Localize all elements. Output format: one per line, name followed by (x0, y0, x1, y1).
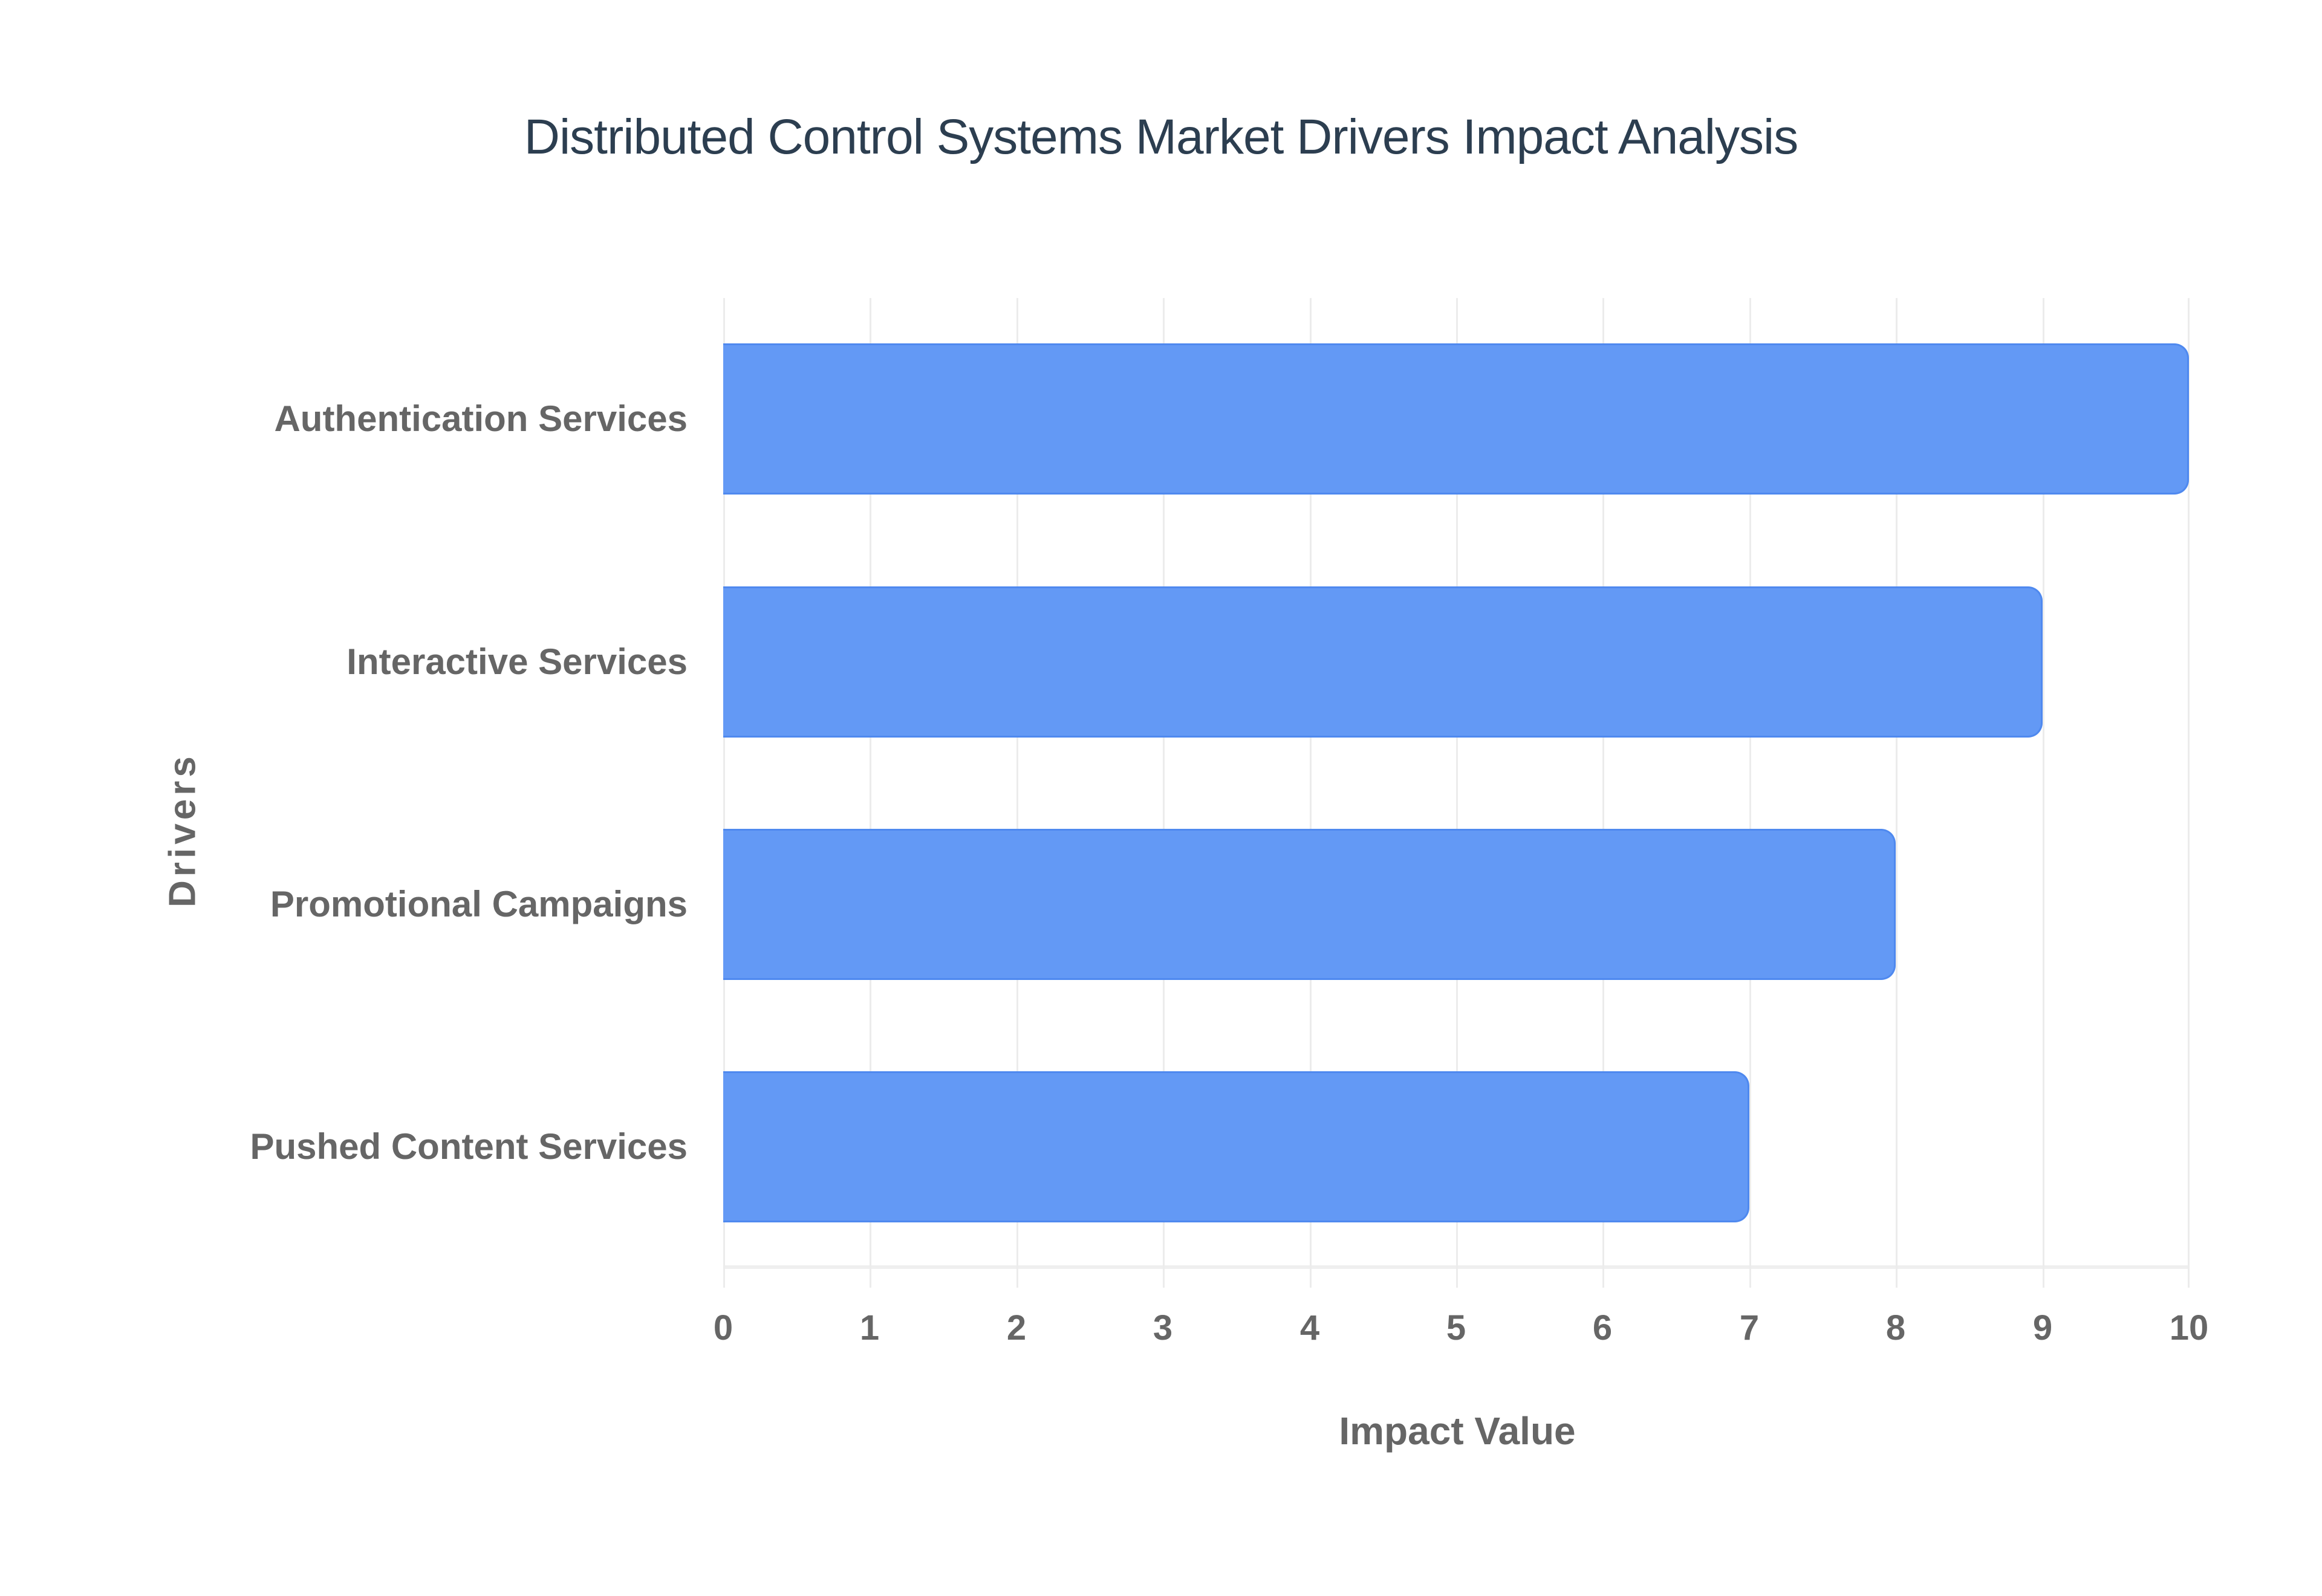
x-tick-label: 1 (859, 1308, 880, 1348)
x-tick-label: 6 (1592, 1308, 1613, 1348)
gridline (1456, 298, 1458, 1288)
x-tick-label: 5 (1446, 1308, 1466, 1348)
bar-authentication-services[interactable] (723, 343, 2189, 495)
gridline (723, 298, 725, 1288)
x-tick-label: 8 (1885, 1308, 1906, 1348)
gridline (1016, 298, 1018, 1288)
y-tick-label: Authentication Services (274, 398, 688, 439)
x-tick-label: 4 (1299, 1308, 1320, 1348)
y-tick-label: Pushed Content Services (250, 1126, 688, 1167)
y-axis-title: Drivers (161, 753, 204, 907)
gridline (870, 298, 871, 1288)
x-tick-label: 3 (1153, 1308, 1173, 1348)
gridline (2188, 298, 2190, 1288)
gridline (1602, 298, 1604, 1288)
x-axis-title: Impact Value (1339, 1409, 1576, 1453)
gridline (2043, 298, 2044, 1288)
bar-pushed-content-services[interactable] (723, 1071, 1749, 1222)
chart-title: Distributed Control Systems Market Drive… (524, 109, 1799, 164)
plot-area (723, 298, 2190, 1288)
x-tick-label: 9 (2032, 1308, 2053, 1348)
gridline (1896, 298, 1898, 1288)
x-tick-label: 0 (713, 1308, 733, 1348)
x-tick-label: 7 (1739, 1308, 1760, 1348)
bar-interactive-services[interactable] (723, 586, 2043, 738)
x-tick-label: 10 (2169, 1308, 2209, 1348)
y-tick-label: Interactive Services (346, 641, 688, 682)
gridline (1163, 298, 1165, 1288)
x-tick-label: 2 (1006, 1308, 1027, 1348)
gridline (1749, 298, 1751, 1288)
bar-promotional-campaigns[interactable] (723, 829, 1896, 980)
y-tick-label: Promotional Campaigns (270, 884, 688, 924)
gridline (1310, 298, 1312, 1288)
